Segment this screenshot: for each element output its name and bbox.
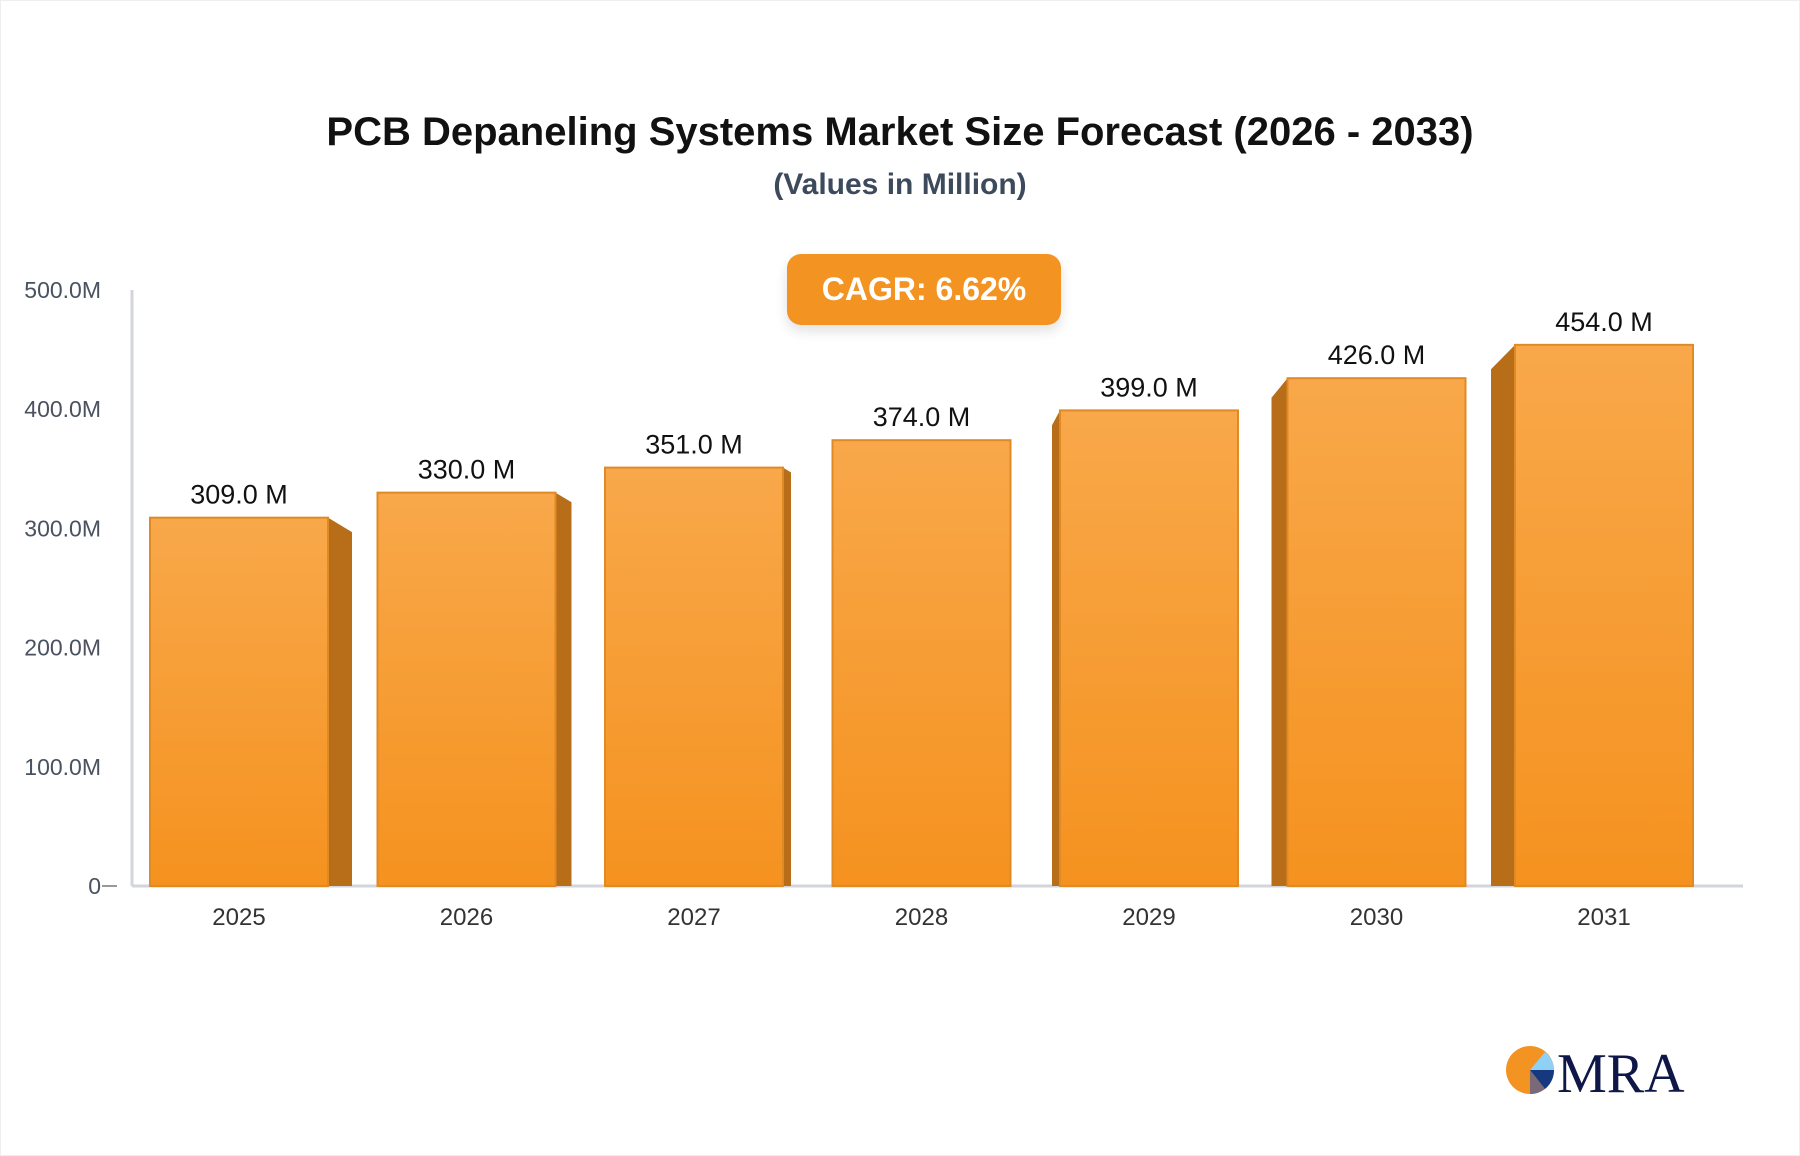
data-label: 426.0 M — [1328, 340, 1426, 370]
bar-front — [604, 466, 784, 887]
bar-side — [555, 492, 572, 886]
bar-2025: 309.0 M 2025 — [149, 480, 352, 931]
data-label: 374.0 M — [873, 402, 971, 432]
data-label: 351.0 M — [645, 430, 743, 460]
bar-front — [1059, 409, 1239, 887]
mra-logo: MRA — [1506, 1043, 1685, 1100]
bar-2029: 399.0 M 2029 — [1052, 372, 1239, 931]
y-tick-label: 0 — [88, 873, 101, 899]
bar-2028: 374.0 M 2028 — [831, 402, 1012, 931]
x-tick-label: 2025 — [212, 904, 265, 931]
svg-text:MRA: MRA — [1557, 1043, 1685, 1100]
bar-2027: 351.0 M 2027 — [604, 430, 791, 931]
bar-side — [1491, 344, 1515, 886]
bar-2031: 454.0 M 2031 — [1491, 307, 1694, 931]
bar-side — [328, 517, 352, 886]
cagr-badge: CAGR: 6.62% — [787, 254, 1061, 325]
bar-side — [1052, 410, 1060, 886]
data-label: 399.0 M — [1100, 372, 1198, 402]
bar-front — [376, 491, 557, 887]
x-tick-label: 2028 — [895, 904, 948, 931]
x-tick-label: 2031 — [1577, 904, 1630, 931]
y-tick-label: 400.0M — [24, 396, 101, 422]
x-tick-label: 2030 — [1350, 904, 1403, 931]
bar-side — [783, 467, 791, 886]
x-tick-label: 2029 — [1122, 904, 1175, 931]
bar-front — [149, 516, 329, 887]
chart-subtitle: (Values in Million) — [773, 168, 1027, 201]
y-tick-label: 300.0M — [24, 515, 101, 541]
data-label: 330.0 M — [418, 455, 516, 485]
bar-front — [1286, 377, 1467, 887]
x-tick-label: 2026 — [440, 904, 493, 931]
y-tick-label: 500.0M — [24, 277, 101, 303]
x-tick-label: 2027 — [667, 904, 720, 931]
chart-title: PCB Depaneling Systems Market Size Forec… — [326, 110, 1474, 154]
bar-2026: 330.0 M 2026 — [376, 455, 572, 931]
y-tick-label: 100.0M — [24, 754, 101, 780]
data-label: 309.0 M — [190, 480, 288, 510]
y-tick-label: 200.0M — [24, 635, 101, 661]
data-label: 454.0 M — [1555, 307, 1653, 337]
bar-2030: 426.0 M 2030 — [1271, 340, 1467, 931]
bar-front — [831, 439, 1012, 887]
bar-side — [1271, 378, 1288, 886]
bar-front — [1514, 343, 1694, 888]
